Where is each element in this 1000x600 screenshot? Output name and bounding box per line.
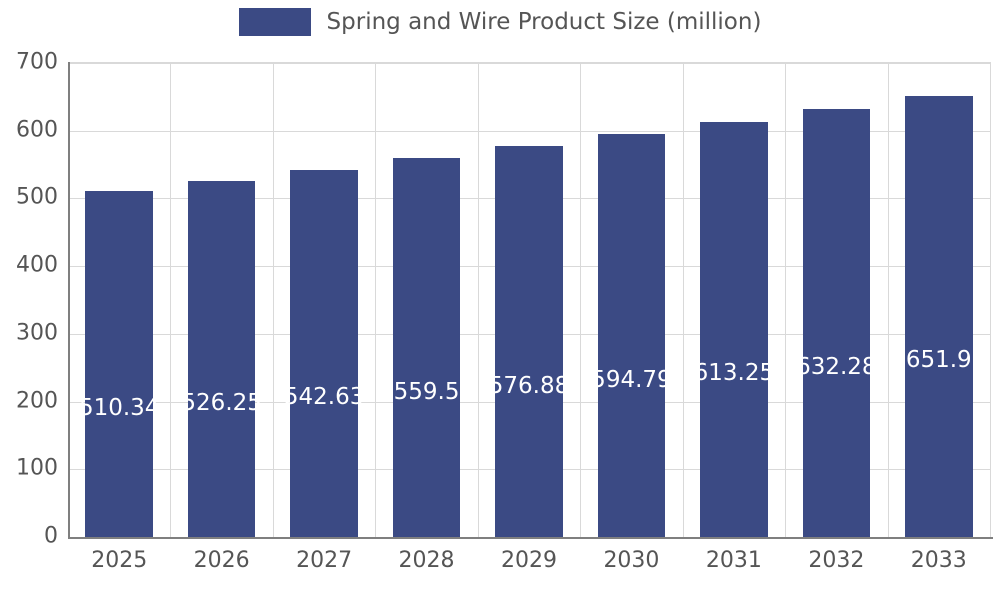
y-axis-tick-label: 200 <box>16 388 58 414</box>
y-axis-tick-label: 400 <box>16 252 58 278</box>
x-axis-tick-label: 2026 <box>193 548 250 573</box>
grid-line-vertical <box>477 63 479 537</box>
bar[interactable]: 632.28 <box>796 108 877 537</box>
bar-value-label: 542.63 <box>283 384 365 411</box>
bar[interactable]: 510.34 <box>79 191 159 537</box>
x-axis-tick-label: 2027 <box>296 548 353 573</box>
grid-line-horizontal <box>68 130 990 132</box>
bar-value-label: 576.88 <box>488 372 570 399</box>
x-axis-tick-label: 2025 <box>91 548 148 573</box>
grid-line-vertical <box>375 63 377 537</box>
bar[interactable]: 526.25 <box>181 180 262 537</box>
x-axis-tick-label: 2032 <box>808 548 865 573</box>
bar[interactable]: 559.5 <box>392 158 461 537</box>
y-axis-tick-label: 0 <box>44 523 58 549</box>
grid-line-vertical <box>272 63 274 537</box>
bar-value-label: 651.9 <box>905 347 972 374</box>
y-axis-line <box>68 62 70 538</box>
bar[interactable]: 651.9 <box>904 95 973 537</box>
y-axis-tick-label: 500 <box>16 184 58 210</box>
x-axis-tick-label: 2028 <box>398 548 455 573</box>
x-axis-tick-label: 2031 <box>705 548 762 573</box>
grid-line-vertical <box>785 63 787 537</box>
grid-line-vertical <box>170 63 172 537</box>
grid-line-vertical <box>682 63 684 537</box>
y-axis-tick-label: 700 <box>16 49 58 75</box>
x-axis-tick-labels: 2025 2026 2027 2028 2029 2030 2031 2032 2033 <box>68 548 991 588</box>
bar[interactable]: 594.79 <box>591 134 672 537</box>
bar-value-label: 594.79 <box>591 366 672 393</box>
legend-item-spring-and-wire[interactable]: Spring and Wire Product Size (million) <box>238 8 762 36</box>
y-axis-tick-label: 600 <box>16 117 58 143</box>
legend-swatch-icon <box>238 8 311 36</box>
legend-item-label: Spring and Wire Product Size (million) <box>326 9 762 35</box>
x-axis-tick-label: 2033 <box>910 548 967 573</box>
bar-value-label: 526.25 <box>181 389 262 416</box>
bar[interactable]: 576.88 <box>489 146 569 537</box>
bar[interactable]: 542.63 <box>284 169 364 537</box>
grid-line-horizontal <box>68 63 990 64</box>
plot-area: 510.34 526.25 542.63 559.5 576.88 594.79 613.2… <box>68 62 991 537</box>
y-axis-tick-label: 300 <box>16 320 58 346</box>
x-axis-line <box>68 537 993 539</box>
bar-series: 510.34 526.25 542.63 559.5 576.88 594.79 613.2… <box>68 63 990 537</box>
grid-line-vertical <box>580 63 582 537</box>
y-axis-tick-labels: 0 100 200 300 400 500 600 700 <box>0 50 58 549</box>
bar-value-label: 613.25 <box>693 360 775 387</box>
x-axis-tick-label: 2029 <box>501 548 557 573</box>
x-axis-tick-label: 2030 <box>603 548 660 573</box>
bar-value-label: 632.28 <box>796 353 877 380</box>
bar-value-label: 559.5 <box>393 378 460 405</box>
chart-legend: Spring and Wire Product Size (million) <box>0 8 1000 36</box>
bar[interactable]: 613.25 <box>694 121 774 537</box>
y-axis-tick-label: 100 <box>16 455 58 481</box>
bar-value-label: 510.34 <box>78 395 160 422</box>
grid-line-vertical <box>887 63 889 537</box>
